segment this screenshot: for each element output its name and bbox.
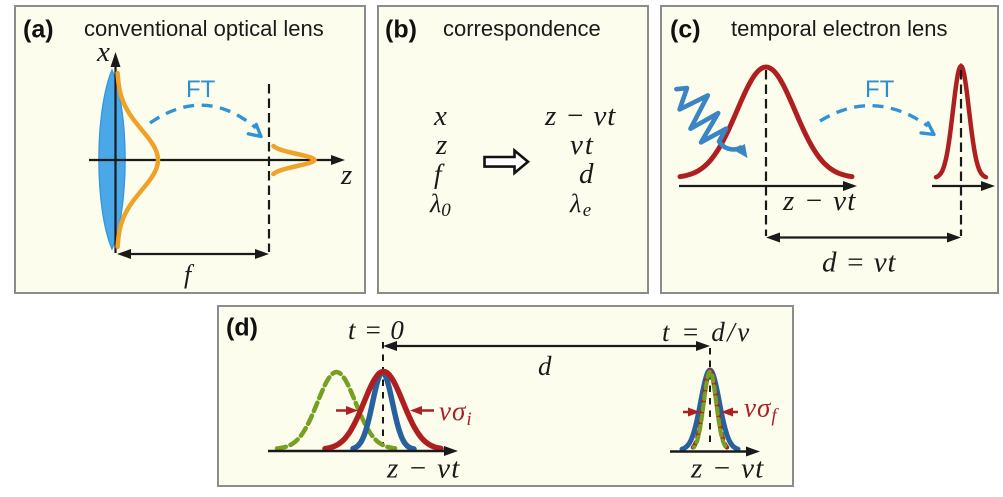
svg-text:d: d	[538, 351, 552, 381]
svg-text:x: x	[96, 36, 110, 68]
svg-text:x: x	[433, 100, 447, 132]
svg-text:d = vt: d = vt	[822, 247, 896, 279]
svg-text:t = 0: t = 0	[348, 315, 405, 345]
svg-text:(a): (a)	[23, 16, 54, 44]
svg-text:z − vt: z − vt	[690, 453, 764, 485]
svg-text:(c): (c)	[670, 16, 701, 44]
svg-text:vσf: vσf	[744, 393, 779, 427]
svg-text:d: d	[579, 158, 594, 190]
svg-text:temporal electron lens: temporal electron lens	[731, 16, 947, 41]
svg-text:FT: FT	[186, 76, 216, 103]
svg-text:vt: vt	[570, 129, 595, 161]
svg-text:f: f	[434, 159, 445, 189]
svg-text:z − vt: z − vt	[544, 100, 616, 132]
svg-text:(d): (d)	[226, 314, 258, 342]
svg-text:FT: FT	[865, 76, 895, 103]
svg-text:z − vt: z − vt	[386, 453, 460, 485]
svg-text:z: z	[435, 129, 447, 161]
svg-text:(b): (b)	[385, 16, 417, 44]
svg-text:f: f	[184, 260, 195, 289]
svg-text:t = d/v: t = d/v	[662, 317, 752, 347]
svg-text:z − vt: z − vt	[782, 185, 856, 217]
svg-text:vσi: vσi	[439, 396, 473, 430]
svg-text:correspondence: correspondence	[443, 16, 601, 41]
svg-text:conventional optical lens: conventional optical lens	[84, 16, 324, 41]
svg-text:z: z	[340, 159, 352, 191]
